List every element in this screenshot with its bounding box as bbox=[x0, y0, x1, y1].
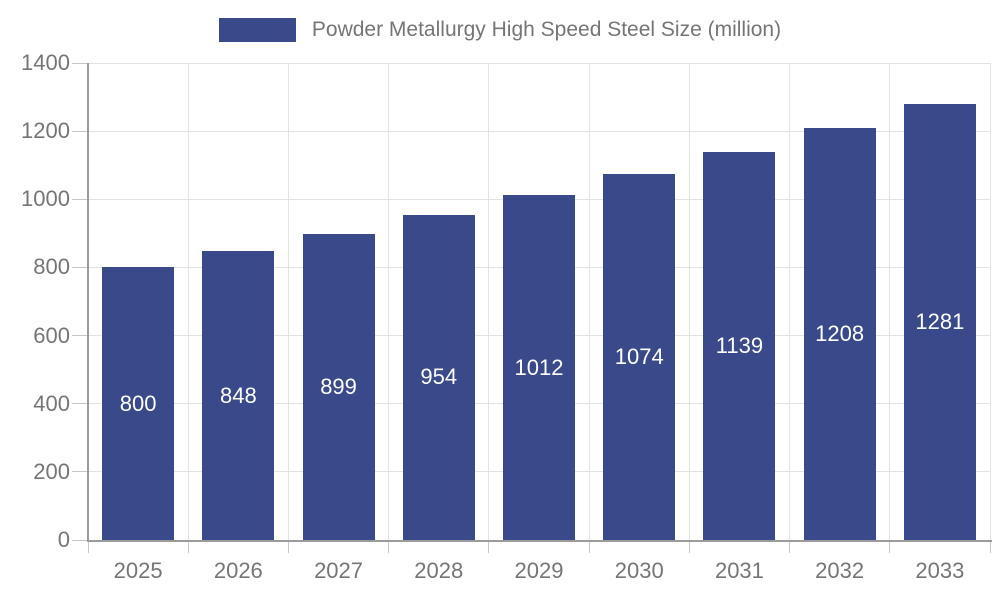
y-axis-label: 800 bbox=[33, 254, 70, 280]
bar-2029[interactable]: 1012 bbox=[503, 195, 575, 540]
y-axis-label: 200 bbox=[33, 458, 70, 484]
x-axis-label-2026: 2026 bbox=[213, 558, 263, 583]
y-axis-tick bbox=[72, 471, 88, 473]
y-axis-tick bbox=[72, 62, 88, 64]
legend-label: Powder Metallurgy High Speed Steel Size … bbox=[311, 18, 782, 41]
x-axis-tick bbox=[989, 542, 991, 553]
bar-2031[interactable]: 1139 bbox=[703, 151, 776, 540]
x-axis-tick bbox=[688, 542, 690, 553]
gridline-v bbox=[488, 63, 490, 540]
bar-value-label: 1208 bbox=[815, 321, 865, 347]
bar-value-label: 1012 bbox=[514, 354, 564, 380]
y-axis-tick bbox=[72, 266, 88, 268]
gridline-v bbox=[388, 63, 390, 540]
x-axis-label-2032: 2032 bbox=[815, 558, 865, 583]
bar-2032[interactable]: 1208 bbox=[803, 128, 876, 540]
x-axis-tick bbox=[388, 542, 390, 553]
bar-value-label: 1281 bbox=[915, 308, 965, 334]
gridline-h bbox=[88, 130, 990, 132]
bar-value-label: 1074 bbox=[614, 344, 664, 370]
x-axis-label-2029: 2029 bbox=[514, 558, 564, 583]
x-axis-label-2033: 2033 bbox=[915, 558, 965, 583]
gridline-h bbox=[88, 62, 990, 64]
y-axis-label: 0 bbox=[57, 527, 70, 552]
x-axis-tick bbox=[287, 542, 289, 553]
y-axis-line bbox=[87, 63, 89, 541]
gridline-v bbox=[688, 63, 690, 540]
legend-swatch-icon bbox=[218, 18, 296, 42]
x-axis-tick bbox=[889, 542, 891, 553]
bar-value-label: 1139 bbox=[715, 332, 764, 358]
chart-legend[interactable]: Powder Metallurgy High Speed Steel Size … bbox=[0, 16, 1000, 44]
bar-2026[interactable]: 848 bbox=[202, 251, 275, 540]
x-axis-line bbox=[87, 540, 992, 542]
gridline-v bbox=[187, 63, 189, 540]
gridline-v bbox=[889, 63, 891, 540]
bar-2027[interactable]: 899 bbox=[302, 233, 375, 540]
x-axis-tick bbox=[187, 542, 189, 553]
bar-2033[interactable]: 1281 bbox=[903, 103, 976, 540]
x-axis-tick bbox=[588, 542, 590, 553]
y-axis-label: 1000 bbox=[21, 186, 70, 212]
y-axis-tick bbox=[72, 130, 88, 132]
x-axis-label-2031: 2031 bbox=[714, 558, 764, 583]
x-axis-tick bbox=[488, 542, 490, 553]
x-axis-label-2028: 2028 bbox=[414, 558, 464, 583]
x-axis-tick bbox=[789, 542, 791, 553]
bar-value-label: 848 bbox=[219, 382, 257, 408]
bar-value-label: 954 bbox=[420, 364, 458, 390]
y-axis-label: 1200 bbox=[21, 118, 70, 144]
bar-2030[interactable]: 1074 bbox=[603, 174, 676, 540]
gridline-v bbox=[989, 63, 991, 540]
y-axis-label: 600 bbox=[33, 322, 70, 348]
gridline-v bbox=[287, 63, 289, 540]
y-axis-tick bbox=[72, 335, 88, 337]
y-axis-label: 400 bbox=[33, 390, 70, 416]
y-axis-tick bbox=[72, 539, 88, 541]
y-axis-tick bbox=[72, 198, 88, 200]
x-axis-label-2027: 2027 bbox=[314, 558, 364, 583]
x-axis-label-2030: 2030 bbox=[614, 558, 664, 583]
bar-value-label: 899 bbox=[320, 373, 357, 399]
bar-value-label: 800 bbox=[119, 390, 157, 416]
bar-2028[interactable]: 954 bbox=[402, 214, 475, 540]
x-axis-tick bbox=[87, 542, 89, 553]
y-axis-label: 1400 bbox=[21, 50, 70, 75]
gridline-v bbox=[789, 63, 791, 540]
x-axis-label-2025: 2025 bbox=[113, 558, 163, 583]
y-axis-tick bbox=[72, 403, 88, 405]
gridline-v bbox=[588, 63, 590, 540]
bar-2025[interactable]: 800 bbox=[102, 267, 175, 540]
